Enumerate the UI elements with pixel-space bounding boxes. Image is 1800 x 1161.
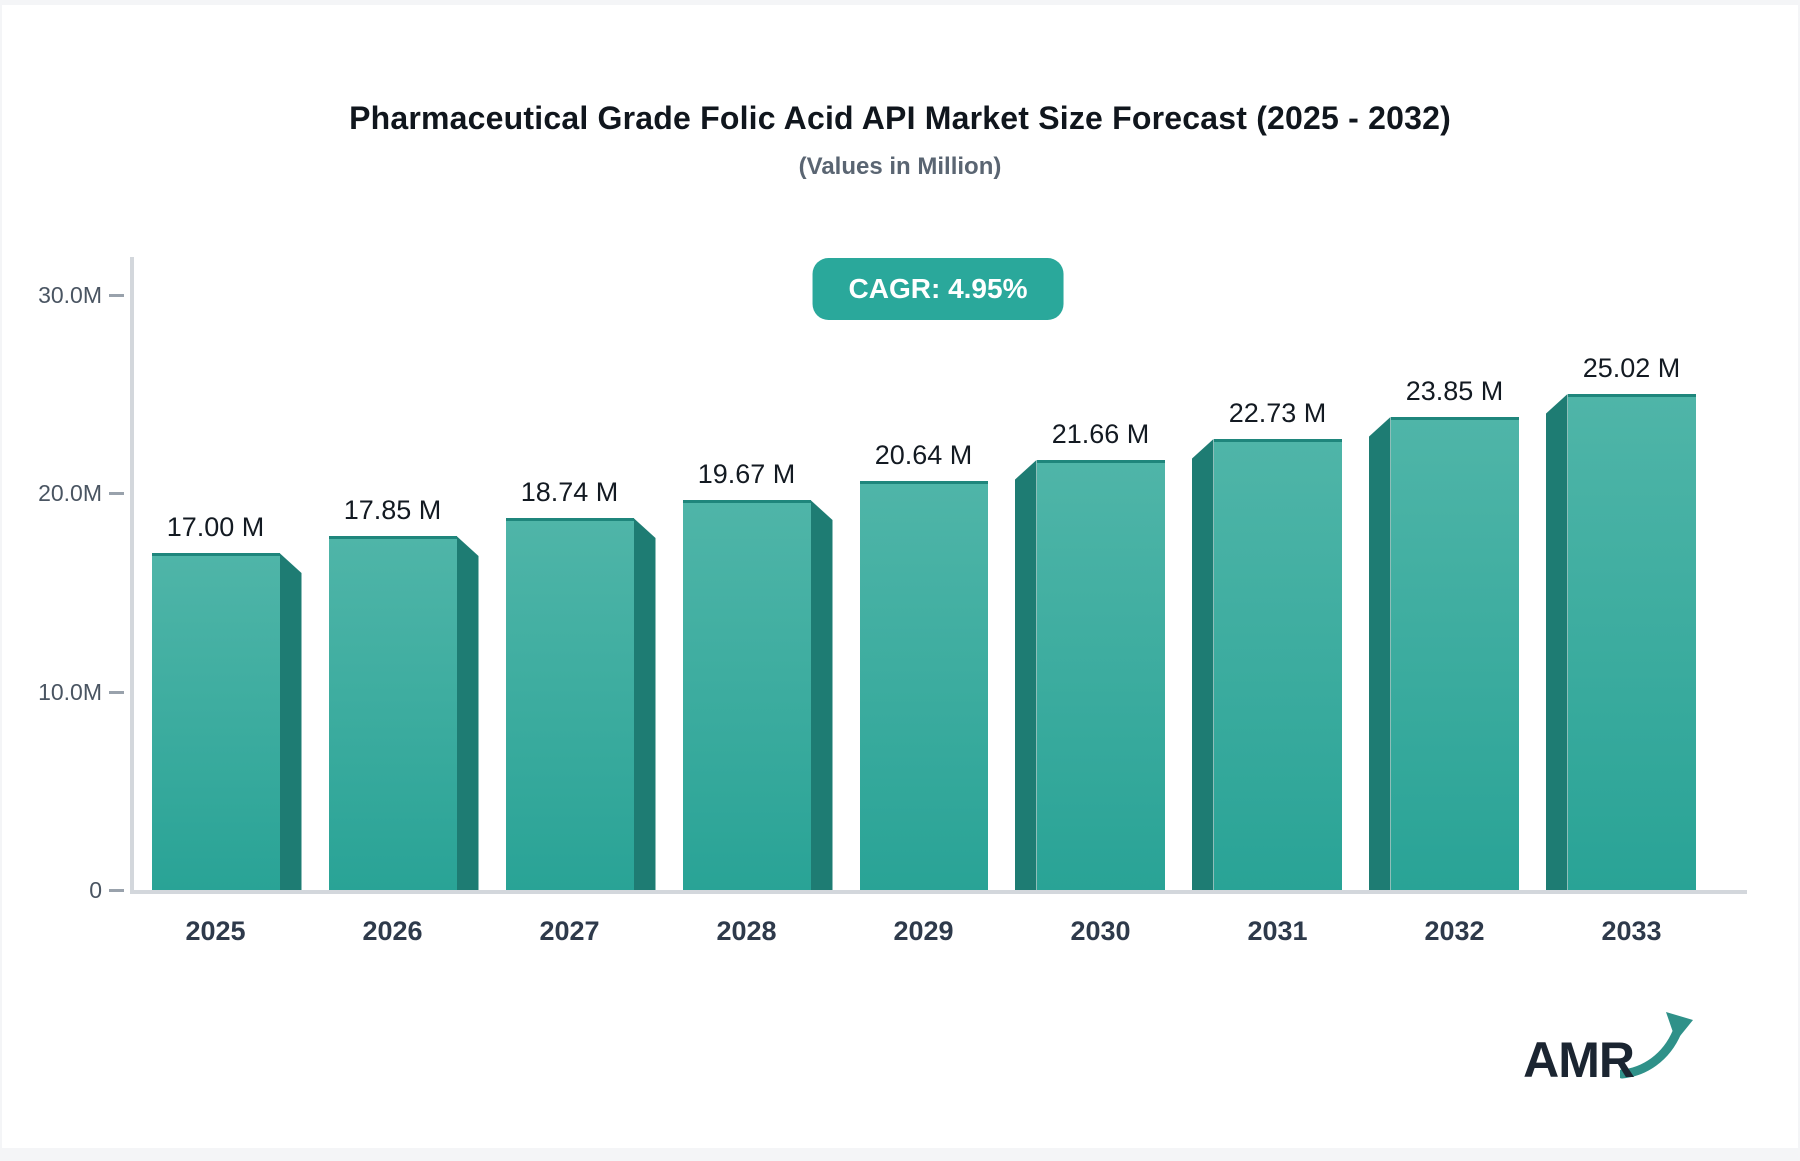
x-axis-label-2026: 2026: [362, 916, 423, 946]
y-tick-mark: [109, 889, 124, 892]
bar-group-2032: 23.85 M 2032: [1366, 295, 1543, 946]
growth-arrow-icon: [1620, 1012, 1693, 1079]
bar-side-face: [810, 500, 833, 890]
bar-side-face: [1545, 394, 1568, 890]
bars-container: 17.00 M 2025 17.85 M 2026 18.74 M 2027 19.67 M…: [127, 295, 1720, 946]
bar-side-face: [279, 553, 302, 890]
bar-2028: [682, 500, 811, 890]
y-tick-label: 0: [89, 877, 102, 903]
chart-title: Pharmaceutical Grade Folic Acid API Mark…: [349, 100, 1451, 136]
chart-card: Pharmaceutical Grade Folic Acid API Mark…: [2, 5, 1798, 1148]
y-tick-mark: [109, 492, 124, 496]
bar-side-face: [633, 518, 656, 890]
bar-group-2030: 21.66 M 2030: [1012, 295, 1189, 946]
x-axis-label-2030: 2030: [1070, 916, 1131, 946]
bar-value-label: 21.66 M: [1051, 419, 1150, 449]
bar-value-label: 22.73 M: [1228, 398, 1327, 428]
bar-side-face: [1191, 439, 1214, 890]
bar-2025: [151, 553, 280, 890]
bar-group-2025: 17.00 M 2025: [127, 295, 304, 946]
bar-side-face: [1368, 417, 1391, 890]
bar-value-label: 20.64 M: [874, 440, 973, 470]
bar-group-2028: 19.67 M 2028: [658, 295, 835, 946]
y-tick-label: 20.0M: [38, 480, 102, 507]
bar-group-2033: 25.02 M 2033: [1543, 295, 1720, 946]
x-axis-label-2033: 2033: [1601, 916, 1662, 946]
y-tick-label: 30.0M: [38, 282, 102, 308]
x-axis-label-2025: 2025: [185, 916, 246, 946]
bar-side-face: [456, 536, 479, 890]
y-tick-mark: [109, 690, 124, 694]
bar-value-label: 17.00 M: [166, 512, 265, 542]
cagr-badge: CAGR: 4.95%: [812, 258, 1064, 320]
x-axis-label-2028: 2028: [716, 916, 777, 946]
chart-subtitle: (Values in Million): [798, 153, 1002, 180]
amr-logo: AMR: [1523, 1010, 1694, 1088]
bar-chart: 30.0M 20.0M 10.0M 0 17.00 M 2025 17.85 M 2026 1…: [2, 5, 1800, 1161]
bar-group-2027: 18.74 M 2027: [481, 295, 658, 946]
bar-2029: [859, 481, 988, 890]
y-tick-mark: [109, 294, 124, 297]
x-axis-label-2027: 2027: [539, 916, 600, 946]
bar-value-label: 17.85 M: [343, 495, 442, 525]
bar-2033: [1567, 394, 1696, 890]
x-axis-label-2031: 2031: [1247, 916, 1308, 946]
bar-2032: [1390, 417, 1519, 890]
bar-2030: [1036, 460, 1165, 890]
bar-value-label: 19.67 M: [697, 459, 796, 489]
bar-2031: [1213, 439, 1342, 890]
bar-group-2026: 17.85 M 2026: [304, 295, 481, 946]
x-axis-label-2032: 2032: [1424, 916, 1485, 946]
bar-value-label: 23.85 M: [1405, 376, 1504, 406]
bar-value-label: 18.74 M: [520, 477, 619, 507]
bar-2027: [505, 518, 634, 890]
bar-2026: [328, 536, 457, 890]
x-axis-label-2029: 2029: [893, 916, 954, 946]
bar-group-2031: 22.73 M 2031: [1189, 295, 1366, 946]
bar-side-face: [1014, 460, 1037, 890]
y-axis-line: [130, 257, 134, 894]
x-axis-line: [130, 890, 1747, 894]
bar-group-2029: 20.64 M 2029: [835, 295, 1012, 946]
bar-value-label: 25.02 M: [1582, 353, 1681, 383]
amr-logo-text: AMR: [1523, 1032, 1635, 1088]
y-tick-label: 10.0M: [38, 678, 102, 705]
